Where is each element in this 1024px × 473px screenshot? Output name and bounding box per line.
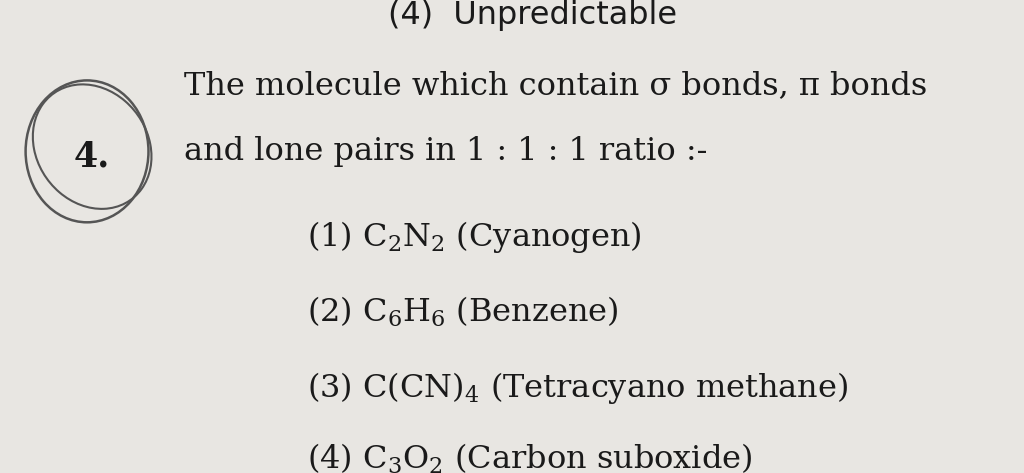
Text: (3) $\mathregular{C(CN)_4}$ (Tetracyano methane): (3) $\mathregular{C(CN)_4}$ (Tetracyano … (307, 370, 849, 406)
Text: (2) $\mathregular{C_6H_6}$ (Benzene): (2) $\mathregular{C_6H_6}$ (Benzene) (307, 295, 618, 329)
Text: The molecule which contain σ bonds, π bonds: The molecule which contain σ bonds, π bo… (184, 70, 928, 101)
Text: (4) $\mathregular{C_3O_2}$ (Carbon suboxide): (4) $\mathregular{C_3O_2}$ (Carbon subox… (307, 442, 753, 473)
Text: and lone pairs in 1 : 1 : 1 ratio :-: and lone pairs in 1 : 1 : 1 ratio :- (184, 136, 708, 167)
Text: 4.: 4. (74, 139, 111, 173)
Text: (4)  Unpredictable: (4) Unpredictable (388, 0, 677, 31)
Text: (1) $\mathregular{C_2N_2}$ (Cyanogen): (1) $\mathregular{C_2N_2}$ (Cyanogen) (307, 219, 642, 254)
